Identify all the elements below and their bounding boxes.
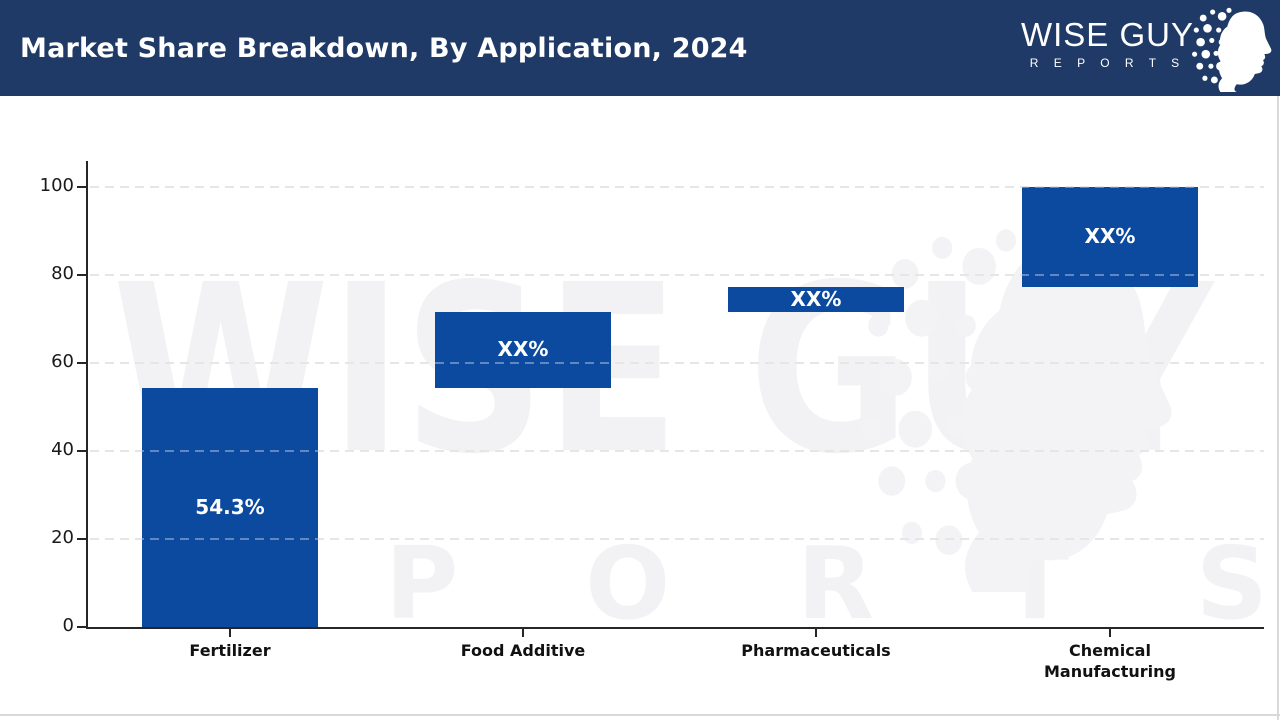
x-category-label: Pharmaceuticals [741,641,891,660]
chart-area: WISE GUY E P O R T S 54.3% XX% XX% XX% 0 20 40… [0,96,1280,720]
gridline-y-100 [90,186,1264,188]
bar-value-label: XX% [497,337,549,362]
y-tick-mark-40 [77,450,86,452]
gridline-overlay-y-80 [90,274,1264,276]
gridline-overlay-y-40 [90,450,1264,452]
bar-pharmaceuticals [728,287,904,312]
y-tick-mark-80 [77,274,86,276]
header-bar: Market Share Breakdown, By Application, … [0,0,1280,96]
y-tick-mark-100 [77,186,86,188]
logo-subtitle: R E P O R T S [1029,55,1186,70]
wise-guy-logo: WISE GUY R E P O R T S [1010,4,1272,92]
logo-head-icon [1192,7,1272,92]
x-category-label: Food Additive [460,641,586,660]
gridline-y-60 [90,362,1264,364]
image-bottom-border [0,714,1280,716]
watermark-text-line2: E P O R T S [190,525,1280,642]
x-tick-mark-2 [522,629,524,637]
bar-food-additive [435,311,611,389]
x-category-label: Fertilizer [189,641,271,660]
bar-value-label: XX% [790,286,842,311]
gridline-overlay-y-100 [90,186,1264,188]
page-title: Market Share Breakdown, By Application, … [20,32,748,64]
gridline-y-80 [90,274,1264,276]
bar-fertilizer [142,388,318,627]
x-category-label: Chemical Manufacturing [1044,641,1176,681]
y-tick-mark-20 [77,538,86,540]
y-tick-label-60: 60 [51,351,74,372]
x-tick-mark-4 [1109,629,1111,637]
y-axis-spine [86,161,88,629]
gridline-y-40 [90,450,1264,452]
gridline-y-20 [90,538,1264,540]
image-right-border [1277,96,1279,720]
y-tick-mark-0 [77,626,86,628]
y-tick-label-40: 40 [51,439,74,460]
bar-chemical-manufacturing [1022,187,1198,288]
x-tick-mark-1 [229,629,231,637]
x-axis-spine [86,627,1264,629]
y-tick-label-20: 20 [51,527,74,548]
y-tick-label-100: 100 [39,175,74,196]
y-tick-label-80: 80 [51,263,74,284]
gridline-overlay-y-20 [90,538,1264,540]
plot-region: 54.3% XX% XX% XX% 0 20 40 60 80 100 Fertilizer Food… [0,96,1280,720]
x-tick-mark-3 [815,629,817,637]
logo-text: WISE GUY R E P O R T S [1020,16,1194,70]
bar-value-label: XX% [1084,224,1136,249]
gridline-overlay-y-60 [90,362,1264,364]
y-tick-label-0: 0 [62,615,74,636]
logo-wordmark: WISE GUY [1020,16,1194,53]
bar-value-label: 54.3% [195,494,265,519]
y-tick-mark-60 [77,362,86,364]
